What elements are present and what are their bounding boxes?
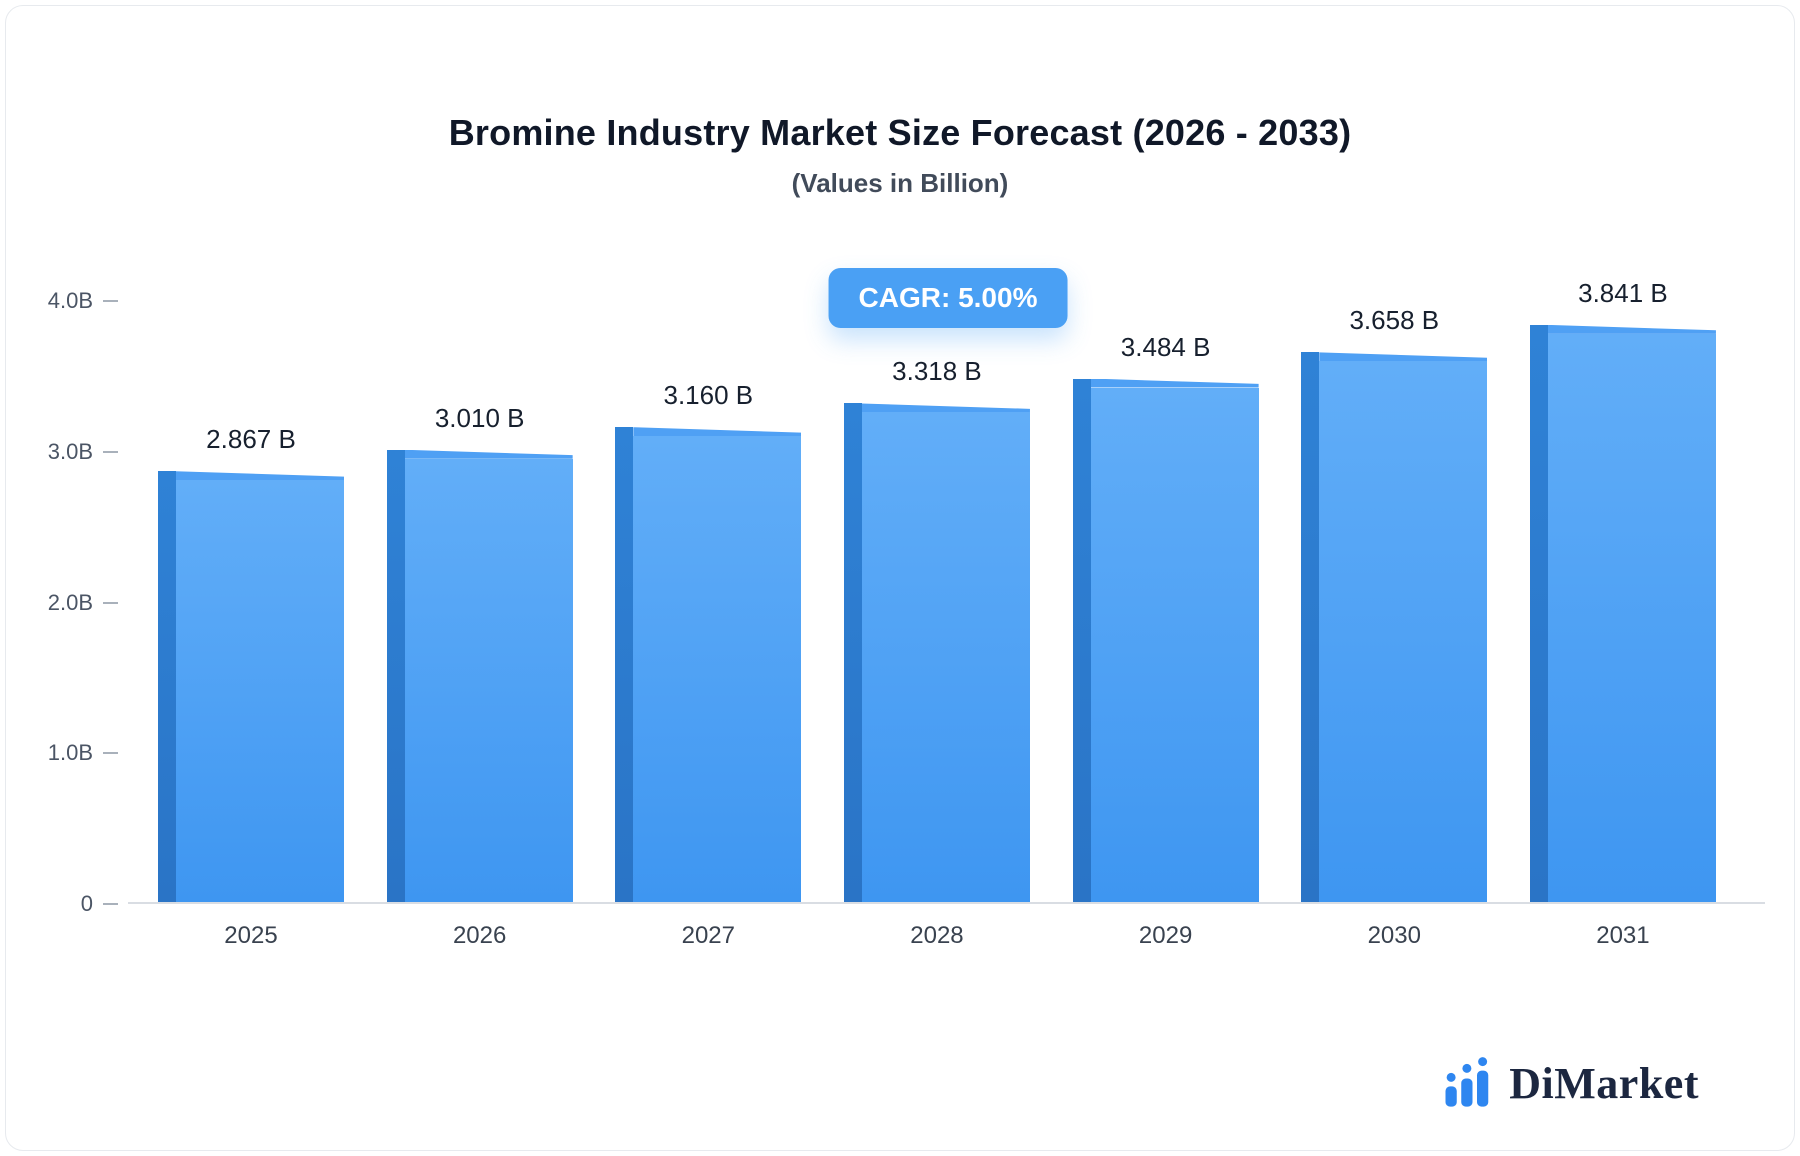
bar-side-face (615, 427, 634, 902)
bar-value-label: 3.658 B (1349, 305, 1440, 336)
bar-group: 3.010 B 2026 (386, 301, 573, 949)
y-tick: 1.0B (48, 740, 118, 766)
bar-front-face (633, 436, 802, 902)
bar-side-face (158, 471, 176, 902)
bar (615, 427, 802, 902)
bar-group: 3.484 B 2029 (1072, 301, 1259, 949)
y-tick-mark (103, 903, 118, 905)
cagr-badge: CAGR: 5.00% (828, 268, 1068, 328)
bar-top-face (404, 449, 573, 459)
bar-side-face (1301, 352, 1320, 902)
x-axis-label: 2028 (910, 922, 964, 949)
x-axis-label: 2026 (452, 922, 507, 949)
bar-front-face (176, 480, 344, 902)
bar-front-face (1090, 387, 1259, 902)
y-tick-mark (103, 450, 118, 453)
bar-side-face (1529, 324, 1548, 902)
bar-value-label: 3.841 B (1578, 277, 1668, 308)
bar-top-face (633, 427, 802, 437)
bar-top-face (1319, 352, 1488, 362)
y-tick: 3.0B (48, 439, 118, 465)
bar-front-face (861, 412, 1030, 902)
y-tick-label: 2.0B (47, 589, 93, 615)
x-axis-label: 2025 (224, 922, 278, 949)
bar (158, 471, 344, 902)
bar (1301, 352, 1488, 902)
bar-value-label: 3.010 B (434, 402, 525, 433)
plot-area: 2.867 B 2025 3.010 B 2026 3.160 B 2027 3.318 B… (128, 278, 1765, 949)
chart-card: Bromine Industry Market Size Forecast (2… (5, 5, 1795, 1151)
x-axis-label: 2029 (1138, 922, 1193, 949)
bar-side-face (843, 403, 862, 902)
brand-name: DiMarket (1509, 1058, 1699, 1108)
y-tick-mark (103, 300, 118, 302)
bar-value-label: 2.867 B (206, 424, 296, 455)
chart-subtitle: (Values in Billion) (791, 168, 1009, 198)
bar-top-face (176, 471, 344, 481)
bar-side-face (1072, 378, 1091, 902)
bar-value-label: 3.318 B (892, 356, 982, 387)
y-tick-label: 1.0B (47, 740, 93, 766)
bar-value-label: 3.160 B (663, 380, 754, 411)
bar-group: 3.841 B 2031 (1529, 278, 1716, 949)
y-axis: 0 1.0B 2.0B 3.0B 4.0B (6, 288, 128, 916)
x-axis-label: 2027 (681, 922, 735, 949)
dimarket-bar-chart-icon (1445, 1057, 1489, 1107)
bar-side-face (386, 449, 405, 902)
y-tick-label: 4.0B (47, 288, 93, 313)
y-tick-mark (103, 601, 118, 604)
bar (843, 403, 1030, 902)
bar-top-face (861, 403, 1030, 413)
chart-title: Bromine Industry Market Size Forecast (2… (448, 112, 1352, 153)
x-axis-label: 2030 (1367, 922, 1421, 949)
bar-front-face (1547, 333, 1716, 902)
bar-group: 2.867 B 2025 (158, 301, 344, 949)
y-tick-label: 3.0B (47, 438, 93, 464)
bar-top-face (1547, 324, 1716, 334)
y-tick: 0 (81, 891, 118, 917)
bar-group: 3.658 B 2030 (1301, 301, 1488, 949)
bar-front-face (404, 458, 573, 902)
bar-top-face (1090, 378, 1259, 388)
y-tick: 4.0B (48, 288, 118, 314)
x-axis-label: 2031 (1596, 922, 1650, 949)
bar-value-label: 3.484 B (1120, 331, 1211, 362)
y-tick-mark (103, 752, 118, 755)
bar (386, 449, 573, 902)
bar (1072, 378, 1259, 902)
bar-front-face (1319, 361, 1488, 902)
bar-group: 3.318 B 2028 (843, 301, 1030, 949)
y-tick-label: 0 (80, 891, 93, 916)
bar-chart: 0 1.0B 2.0B 3.0B 4.0B 2.867 B 2025 3.010 B 2026… (6, 278, 1794, 949)
brand-logo: DiMarket (1441, 1056, 1699, 1110)
y-tick: 2.0B (48, 590, 118, 616)
bar (1529, 324, 1716, 902)
bar-group: 3.160 B 2027 (615, 301, 802, 949)
